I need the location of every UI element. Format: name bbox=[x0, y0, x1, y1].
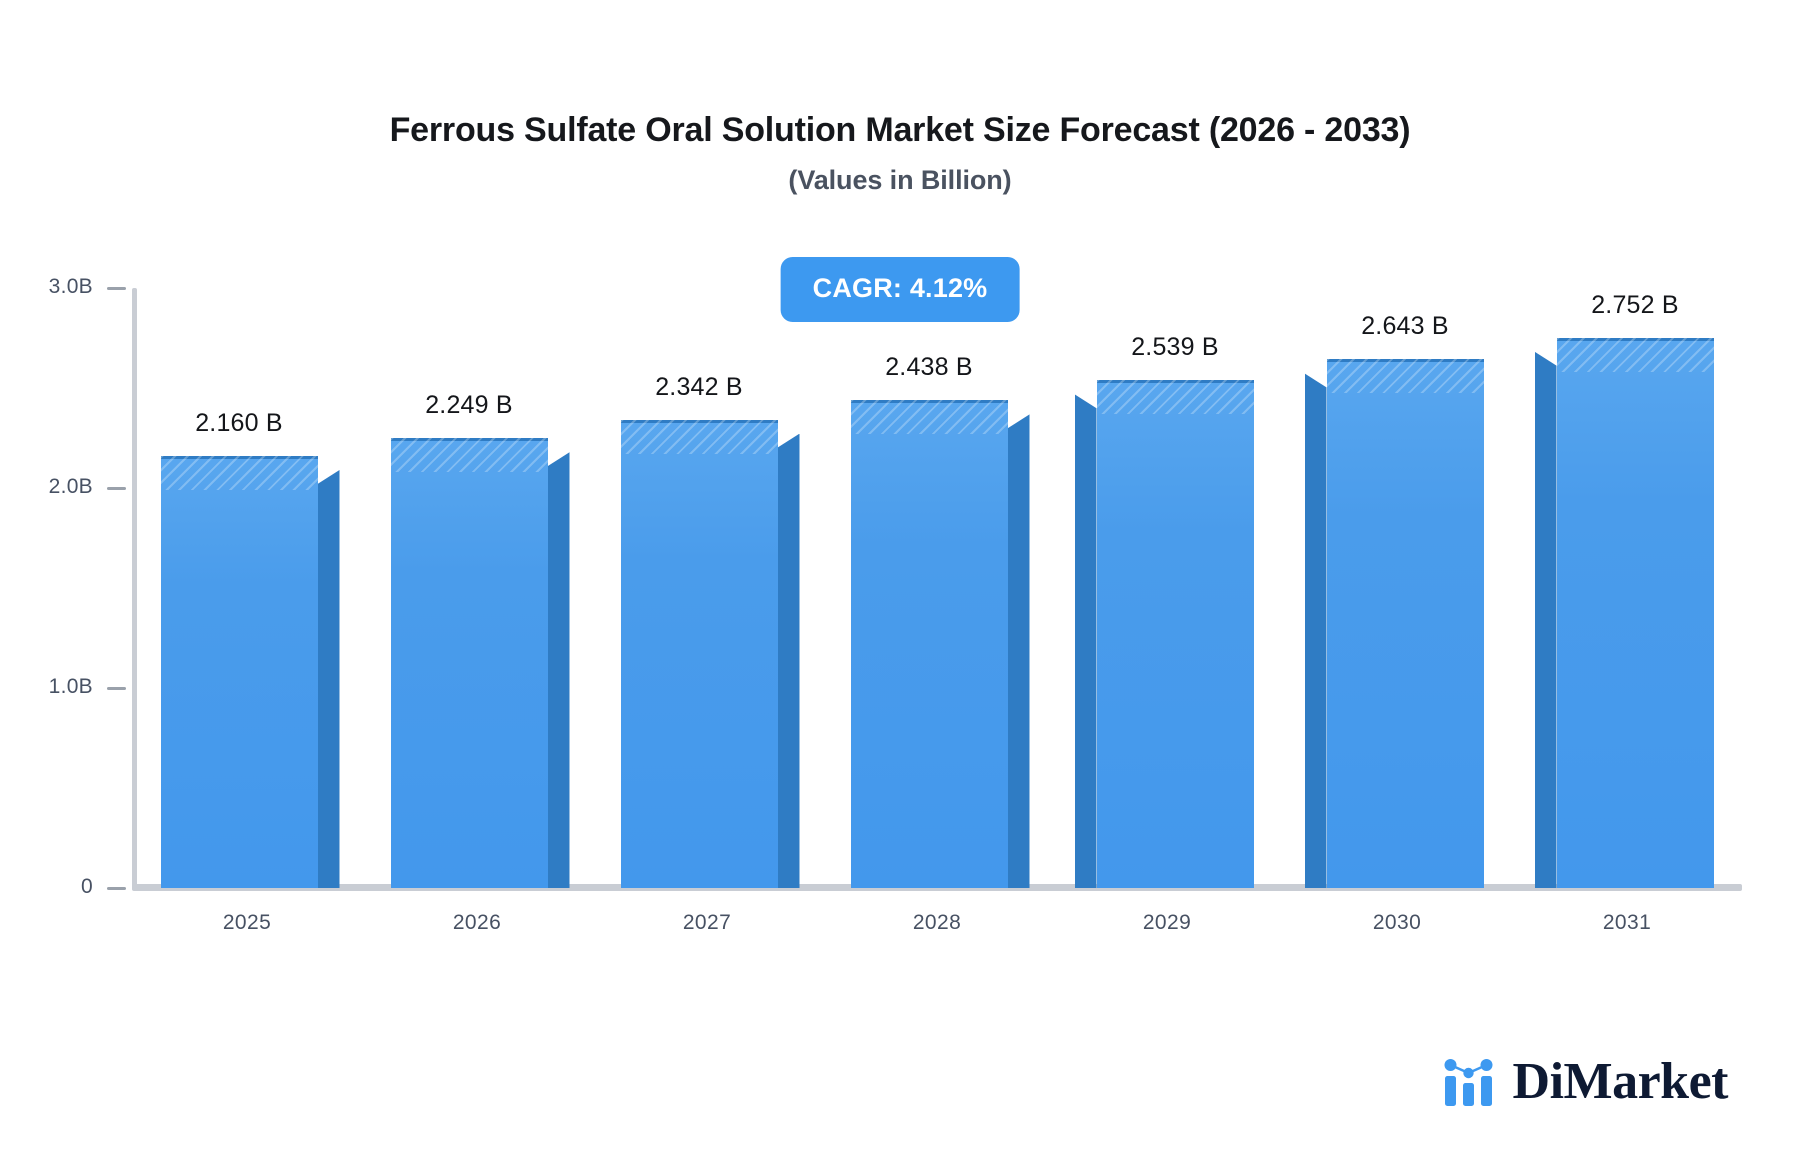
x-axis-tick-label: 2027 bbox=[682, 911, 732, 934]
dimarket-logo: DiMarket bbox=[1443, 1053, 1729, 1110]
bar-face bbox=[390, 438, 548, 888]
y-axis-tick-mark bbox=[107, 886, 126, 890]
plot-area: 2.160 B 2.249 B 2.342 B 2.438 B 2.539 B 2.643… bbox=[132, 288, 1742, 888]
x-axis-tick-label: 2029 bbox=[1142, 911, 1192, 934]
bar-top-edge bbox=[1326, 359, 1484, 363]
bar-3d-side bbox=[1074, 394, 1097, 888]
bar-top-edge bbox=[620, 419, 778, 423]
x-axis-tick-label: 2031 bbox=[1602, 911, 1652, 934]
logo-text: DiMarket bbox=[1512, 1053, 1729, 1110]
y-axis-tick-label: 2.0B bbox=[48, 475, 93, 498]
bar: 2.752 B bbox=[1534, 291, 1714, 888]
bar-value-label: 2.249 B bbox=[425, 391, 513, 420]
bar-3d-side bbox=[1534, 351, 1557, 888]
bar-value-label: 2.160 B bbox=[195, 409, 283, 437]
y-axis-tick-mark bbox=[107, 486, 126, 490]
title-block: Ferrous Sulfate Oral Solution Market Siz… bbox=[0, 110, 1800, 196]
bar: 2.539 B bbox=[1074, 333, 1254, 888]
bar: 2.160 B bbox=[160, 409, 340, 888]
bar-top-edge bbox=[1556, 337, 1714, 341]
bar-3d-side bbox=[547, 452, 570, 888]
bar-face bbox=[1326, 359, 1484, 888]
bar-face bbox=[850, 400, 1008, 888]
bar-face bbox=[160, 456, 318, 888]
bar-face bbox=[1096, 380, 1254, 888]
x-axis-tick-label: 2028 bbox=[912, 911, 962, 934]
y-axis-tick-label: 0 bbox=[81, 875, 93, 898]
chart-subtitle: (Values in Billion) bbox=[788, 164, 1012, 195]
bar-3d-side bbox=[1304, 373, 1327, 888]
bar-value-label: 2.643 B bbox=[1361, 312, 1449, 341]
bar-top-edge bbox=[390, 438, 548, 442]
chart-title: Ferrous Sulfate Oral Solution Market Siz… bbox=[389, 111, 1411, 149]
bar-face bbox=[1556, 337, 1714, 888]
x-axis-tick-label: 2025 bbox=[222, 911, 272, 934]
bar-top-edge bbox=[1096, 380, 1254, 384]
y-axis-tick-label: 3.0B bbox=[48, 275, 93, 298]
bar-chart-icon bbox=[1444, 1059, 1493, 1106]
cagr-badge: CAGR: 4.12% bbox=[780, 257, 1020, 322]
bar-3d-side bbox=[777, 433, 800, 888]
bar-value-label: 2.539 B bbox=[1131, 333, 1219, 362]
bar-value-label: 2.342 B bbox=[655, 372, 743, 401]
bar-3d-side bbox=[317, 470, 340, 888]
x-axis-tick-label: 2030 bbox=[1372, 911, 1422, 934]
y-axis-tick-label: 1.0B bbox=[48, 675, 93, 698]
bar: 2.342 B bbox=[620, 373, 800, 888]
bar-top-edge bbox=[160, 456, 318, 459]
bar-top-edge bbox=[850, 400, 1008, 404]
bar-value-label: 2.438 B bbox=[885, 353, 973, 382]
y-axis-tick-mark bbox=[107, 286, 126, 290]
bar-3d-side bbox=[1007, 414, 1030, 888]
x-axis-tick-label: 2026 bbox=[452, 911, 502, 934]
bar: 2.249 B bbox=[390, 391, 570, 888]
y-axis-line bbox=[132, 288, 137, 888]
y-axis-tick-mark bbox=[107, 686, 126, 690]
bar-face bbox=[620, 419, 778, 888]
bar-value-label: 2.752 B bbox=[1591, 290, 1679, 319]
bar: 2.643 B bbox=[1304, 312, 1484, 888]
bar: 2.438 B bbox=[850, 353, 1030, 888]
